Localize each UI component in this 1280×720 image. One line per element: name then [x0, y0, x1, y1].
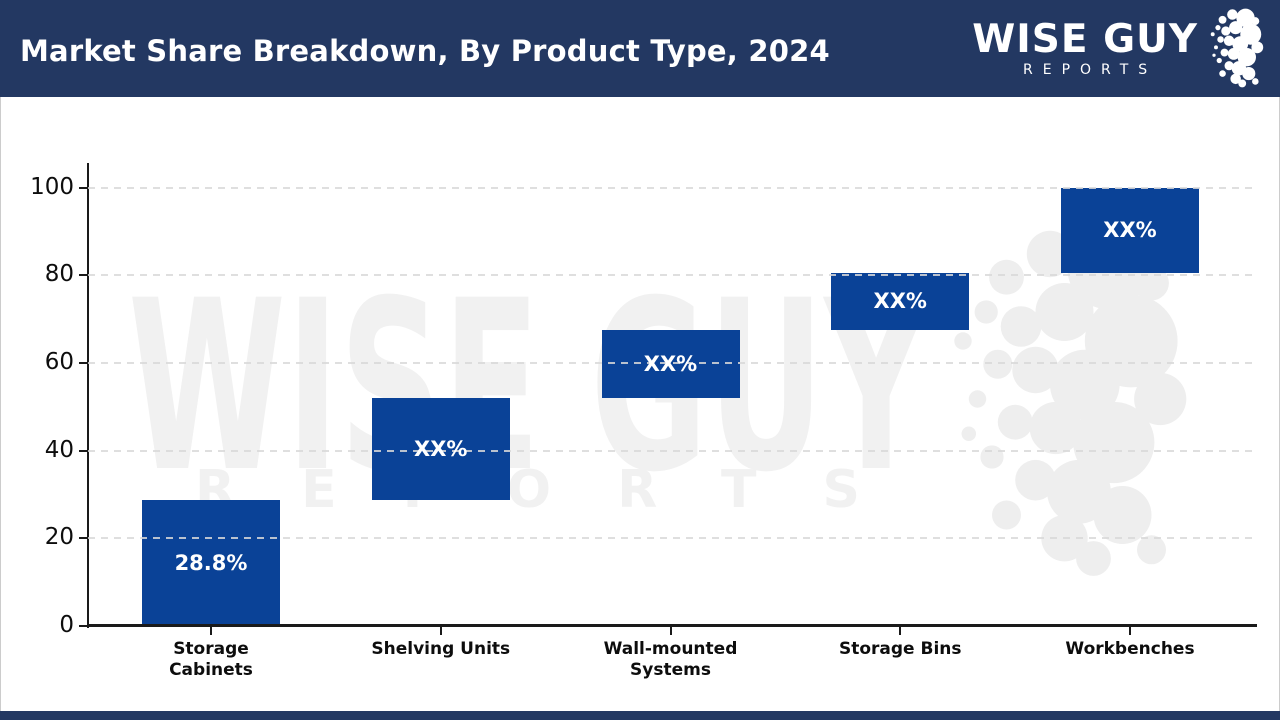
bar-value-label: XX% [1103, 218, 1157, 243]
watermark-line1: WISE GUY [128, 251, 930, 524]
waterfall-bar [831, 272, 970, 330]
y-tick-label: 20 [44, 524, 74, 551]
gridline [88, 361, 1257, 364]
chart-title: Market Share Breakdown, By Product Type,… [20, 34, 830, 68]
gridline [88, 449, 1257, 452]
x-tick-mark [439, 627, 442, 635]
y-tick-label: 60 [44, 348, 74, 375]
watermark-line2: REPORTS [195, 460, 860, 520]
y-tick-mark [79, 537, 87, 540]
gridline [88, 274, 1257, 277]
y-axis-line [87, 163, 89, 628]
x-category-label: Wall-mounted Systems [603, 639, 738, 680]
x-tick-mark [1129, 627, 1131, 635]
x-tick-mark [669, 627, 672, 635]
y-tick-label: 80 [44, 261, 74, 288]
waterfall-bar [1061, 187, 1199, 273]
logo-line2: REPORTS [1023, 62, 1158, 78]
y-tick-mark [79, 449, 87, 452]
bar-value-label: XX% [414, 436, 468, 461]
logo-line1: WISE GUY [972, 17, 1198, 62]
x-axis-line [87, 624, 1257, 627]
x-tick-mark [210, 627, 212, 635]
bar-value-label: XX% [643, 351, 698, 376]
footer-bar [0, 711, 1280, 720]
gridline [88, 537, 1257, 540]
waterfall-bar [371, 397, 510, 500]
wise-guy-logo: WISE GUY REPORTS [972, 8, 1268, 88]
bar-value-label: 28.8% [174, 550, 248, 575]
waterfall-bar [601, 330, 740, 398]
watermark-face-icon [954, 227, 1187, 576]
y-tick-mark [79, 274, 87, 277]
y-tick-label: 100 [30, 173, 74, 200]
logo-text: WISE GUY REPORTS [972, 17, 1198, 79]
waterfall-bar [142, 499, 280, 626]
y-tick-mark [79, 361, 87, 364]
x-category-label: Storage Cabinets [169, 639, 253, 680]
x-category-label: Shelving Units [371, 639, 511, 659]
left-border [0, 97, 1, 711]
y-tick-label: 0 [59, 612, 74, 638]
y-tick-mark [79, 186, 87, 189]
x-category-label: Workbenches [1065, 639, 1195, 659]
x-tick-mark [899, 627, 902, 635]
gridline [88, 186, 1257, 189]
y-tick-label: 40 [44, 436, 74, 463]
bar-value-label: XX% [873, 289, 927, 314]
x-category-label: Storage Bins [838, 639, 962, 659]
y-tick-mark [79, 625, 87, 627]
header-bar: Market Share Breakdown, By Product Type,… [0, 0, 1280, 97]
